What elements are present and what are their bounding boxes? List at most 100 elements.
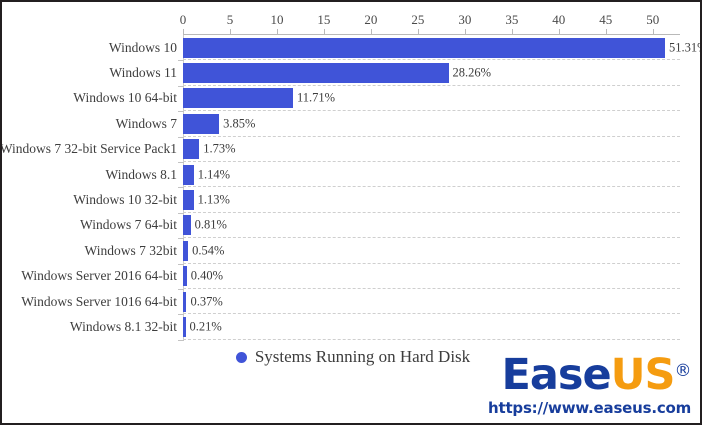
chart-bar-row[interactable]: Windows 7 32bit 0.54% <box>2 238 700 265</box>
chart-gridline <box>183 338 680 340</box>
bar-value-label: 0.81% <box>194 217 227 232</box>
category-axis-tick <box>178 161 184 163</box>
x-axis-tick-label: 10 <box>270 12 284 27</box>
chart-gridline <box>183 84 680 86</box>
x-axis-tick-label: 40 <box>552 12 566 27</box>
chart-bar[interactable] <box>183 266 187 287</box>
x-axis-tick-mark <box>370 29 372 35</box>
x-axis: 0 5 10 15 20 25 30 35 40 45 50 <box>179 12 680 35</box>
chart-bar-row[interactable]: Windows Server 1016 64-bit 0.37% <box>2 289 700 316</box>
chart-bar-row[interactable]: Windows 7 32-bit Service Pack1 1.73% <box>0 137 700 163</box>
chart-bar-row[interactable]: Windows 8.1 32-bit 0.21% <box>2 314 700 341</box>
bar-category-label: Windows 7 32-bit Service Pack1 <box>0 141 177 157</box>
registered-trademark-icon: ® <box>674 361 692 381</box>
chart-gridline <box>183 186 680 188</box>
x-axis-tick-mark <box>183 29 184 35</box>
chart-bar[interactable] <box>183 215 191 236</box>
category-axis-tick <box>178 60 184 62</box>
bar-category-label: Windows 10 <box>108 39 177 55</box>
category-axis-tick <box>178 263 184 265</box>
chart-gridline <box>183 237 680 239</box>
category-axis-tick <box>178 339 184 341</box>
bar-value-label: 1.73% <box>203 141 236 156</box>
category-axis-tick <box>178 238 184 240</box>
chart-gridline <box>183 313 680 315</box>
x-axis-tick-mark <box>511 29 513 35</box>
logo-text-us: US <box>610 350 676 400</box>
legend-marker-icon <box>235 351 247 363</box>
chart-bar[interactable] <box>183 190 194 211</box>
chart-bar-row[interactable]: Windows 10 64-bit 11.71% <box>2 86 700 113</box>
category-axis-tick <box>178 314 184 316</box>
x-axis-tick-mark <box>276 29 278 35</box>
bar-category-label: Windows 7 64-bit <box>80 217 177 233</box>
x-axis-tick-label: 20 <box>364 12 378 27</box>
x-axis-tick-label: 15 <box>317 12 331 27</box>
bar-category-label: Windows Server 2016 64-bit <box>21 268 177 284</box>
chart-bar-row[interactable]: Windows 7 64-bit 0.81% <box>2 213 700 240</box>
bar-value-label: 3.85% <box>223 116 256 131</box>
bar-category-label: Windows 8.1 <box>105 166 177 182</box>
chart-bar[interactable] <box>183 164 194 185</box>
chart-bar-row[interactable]: Windows 7 3.85% <box>2 111 700 138</box>
chart-bar[interactable] <box>183 37 666 58</box>
chart-gridline <box>183 59 680 61</box>
x-axis-tick-label: 35 <box>505 12 519 27</box>
chart-bar[interactable] <box>183 240 189 261</box>
x-axis-tick-label: 25 <box>411 12 425 27</box>
bar-category-label: Windows 11 <box>109 65 177 81</box>
legend-label: Systems Running on Hard Disk <box>254 347 471 366</box>
x-axis-tick-mark <box>652 29 654 35</box>
bar-value-label: 0.40% <box>190 268 224 283</box>
bar-category-label: Windows 7 <box>115 115 177 131</box>
bar-value-label: 0.21% <box>189 319 222 334</box>
bar-category-label: Windows 10 64-bit <box>73 90 177 106</box>
x-axis-tick-label: 50 <box>646 12 660 27</box>
category-axis-tick <box>178 212 184 214</box>
x-axis-tick-label: 45 <box>599 12 613 27</box>
chart-bar[interactable] <box>183 316 186 337</box>
bar-category-label: Windows 7 32bit <box>84 242 177 258</box>
chart-bar-row[interactable]: Windows Server 2016 64-bit 0.40% <box>2 264 700 290</box>
bar-value-label: 1.14% <box>197 167 230 182</box>
chart-gridline <box>183 262 680 264</box>
chart-bar[interactable] <box>183 63 449 84</box>
x-axis-tick-mark <box>417 29 419 35</box>
chart-bar[interactable] <box>183 88 294 109</box>
x-axis-tick-mark <box>605 29 607 35</box>
category-axis-tick <box>178 111 184 113</box>
logo-url: https://www.easeus.com <box>488 399 692 417</box>
x-axis-tick-mark <box>558 29 560 35</box>
chart-bar-row[interactable]: Windows 10 32-bit 1.13% <box>2 187 700 214</box>
chart-bar[interactable] <box>183 139 200 160</box>
bar-category-label: Windows Server 1016 64-bit <box>21 293 177 309</box>
chart-bar-row[interactable]: Windows 8.1 1.14% <box>2 162 700 189</box>
category-axis-tick <box>178 288 184 290</box>
logo-text-ease: Ease <box>501 350 611 400</box>
bar-value-label: 0.54% <box>192 243 225 258</box>
bar-value-label: 0.37% <box>190 294 223 309</box>
easeus-logo: EaseUS ® https://www.easeus.com <box>488 350 692 417</box>
x-axis-tick-mark <box>464 29 466 35</box>
x-axis-tick-mark <box>229 29 231 35</box>
chart-gridline <box>183 135 680 137</box>
chart-gridline <box>183 211 680 213</box>
chart-bar[interactable] <box>183 291 187 312</box>
bar-category-label: Windows 10 32-bit <box>73 192 177 208</box>
x-axis-line <box>183 34 680 35</box>
chart-bar-row[interactable]: Windows 10 51.31% <box>2 35 700 62</box>
x-axis-tick-label: 5 <box>226 12 234 27</box>
logo-wordmark: EaseUS ® <box>501 350 691 400</box>
chart-gridline <box>183 287 680 289</box>
x-axis-tick-label: 0 <box>179 12 187 27</box>
x-axis-tick-label: 30 <box>458 12 472 27</box>
chart-gridline <box>183 110 680 112</box>
bar-value-label: 28.26% <box>452 65 492 80</box>
bar-category-label: Windows 8.1 32-bit <box>69 318 177 334</box>
chart-bar-row[interactable]: Windows 11 28.26% <box>2 60 700 87</box>
x-axis-tick-mark <box>323 29 325 35</box>
chart-legend: Systems Running on Hard Disk <box>2 342 700 372</box>
bar-value-label: 11.71% <box>297 90 336 105</box>
chart-bar[interactable] <box>183 113 220 134</box>
